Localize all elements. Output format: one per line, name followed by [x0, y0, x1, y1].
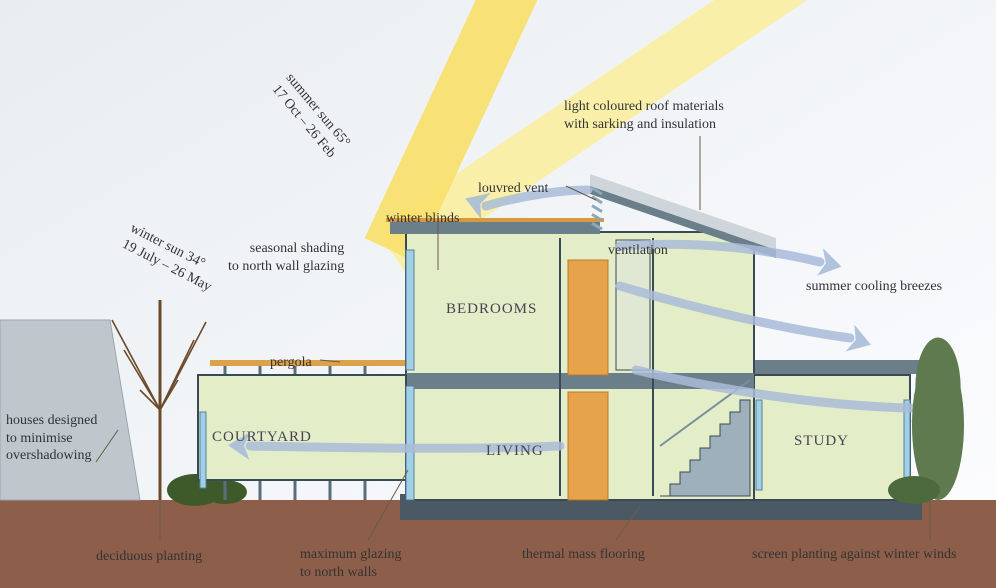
callout-winter_blinds: winter blinds — [386, 210, 460, 228]
callout-houses_overshadow: houses designed to minimise overshadowin… — [6, 412, 97, 465]
callout-summer_breezes: summer cooling breezes — [806, 278, 942, 296]
callout-pergola_label: pergola — [270, 354, 312, 372]
callout-ventilation: ventilation — [608, 242, 668, 260]
bedroom-door — [568, 260, 608, 375]
window-left_wing_left — [200, 412, 206, 488]
callout-screen_planting: screen planting against winter winds — [752, 546, 957, 564]
room-label-study: STUDY — [794, 432, 849, 451]
callout-thermal_mass: thermal mass flooring — [522, 546, 645, 564]
callout-seasonal_shading: seasonal shading to north wall glazing — [228, 240, 344, 275]
room-label-courtyard: COURTYARD — [212, 428, 312, 447]
callout-max_glazing: maximum glazing to north walls — [300, 546, 401, 581]
right-wing-roof — [748, 360, 922, 374]
room-label-living: LIVING — [486, 442, 544, 461]
callout-roof_materials: light coloured roof materials with sarki… — [564, 98, 724, 133]
callout-deciduous: deciduous planting — [96, 548, 202, 566]
room-label-bedrooms: BEDROOMS — [446, 300, 537, 319]
ventilation-shaft — [616, 240, 650, 370]
shrub — [888, 476, 940, 504]
callout-louvred_vent: louvred vent — [478, 180, 548, 198]
living-door — [568, 392, 608, 500]
window-study_left — [756, 400, 762, 490]
passive-solar-house-diagram: summer sun 65° 17 Oct – 26 Febwinter sun… — [0, 0, 996, 588]
window-main_left_full — [406, 386, 414, 500]
window-upper_left — [406, 250, 414, 370]
